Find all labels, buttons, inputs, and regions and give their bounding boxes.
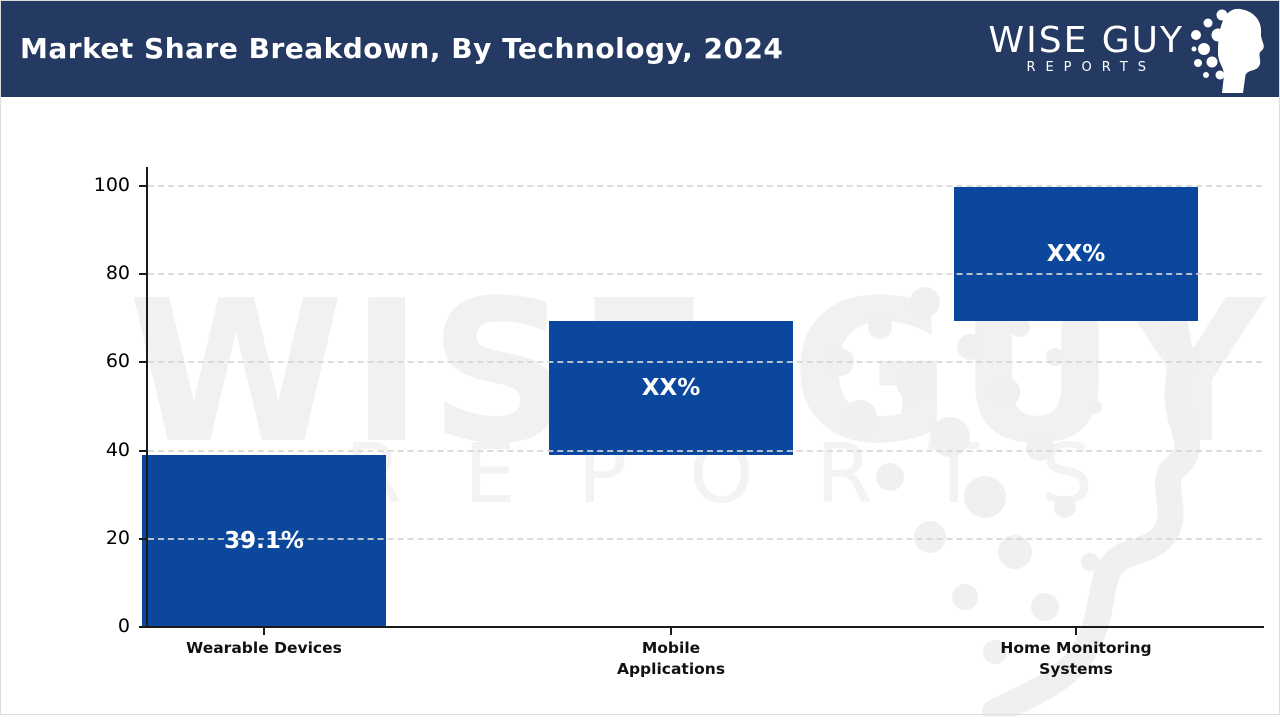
y-tick-label: 20 <box>105 526 130 549</box>
gridline <box>148 361 1262 364</box>
y-tick-mark <box>139 185 147 187</box>
y-tick-mark <box>139 449 147 452</box>
x-category-label-line: Wearable Devices <box>186 639 342 657</box>
page-title: Market Share Breakdown, By Technology, 2… <box>20 32 784 65</box>
y-tick-mark <box>139 361 147 364</box>
chart-area: WISE GUY REPORTS 0 20 40 60 80 100 39.1% Wearab… <box>0 97 1280 720</box>
x-tick-mark <box>1075 628 1077 635</box>
x-tick-mark <box>670 628 672 635</box>
x-tick-mark <box>263 628 265 635</box>
x-category-label-line: Systems <box>1039 660 1113 678</box>
bar-segment <box>549 320 793 455</box>
y-tick-label: 80 <box>105 262 130 285</box>
y-tick-mark <box>139 537 147 540</box>
x-category-label: Wearable Devices <box>186 638 342 659</box>
x-category-label: Mobile Applications <box>617 638 725 680</box>
bar-value-label: XX% <box>1046 240 1106 267</box>
x-axis-line <box>146 626 1264 628</box>
y-axis-line <box>146 167 148 628</box>
logo-face-icon <box>1191 8 1264 93</box>
x-category-label-line: Home Monitoring <box>1000 639 1152 657</box>
y-tick-label: 60 <box>105 350 130 373</box>
gridline <box>148 185 1262 187</box>
logo-text: WISE GUY REPORTS <box>988 19 1185 76</box>
y-tick-mark <box>139 273 147 276</box>
bar-value-label: XX% <box>641 374 701 401</box>
bar-segment <box>954 186 1198 321</box>
wise-guy-logo: WISE GUY REPORTS <box>989 5 1280 93</box>
gridline <box>148 537 1262 540</box>
y-tick-label: 40 <box>105 438 130 461</box>
x-category-label-line: Applications <box>616 660 726 678</box>
bar-segment <box>142 454 386 627</box>
header-bar: Market Share Breakdown, By Technology, 2… <box>0 0 1280 97</box>
x-category-label: Home Monitoring Systems <box>1000 638 1151 680</box>
y-tick-label: 100 <box>93 174 130 196</box>
x-category-label-line: Mobile <box>641 639 701 657</box>
gridline <box>148 449 1262 452</box>
y-tick-label: 0 <box>117 615 130 637</box>
bar-value-label: 39.1% <box>224 527 304 554</box>
gridline <box>148 273 1262 276</box>
y-tick-mark <box>139 626 147 628</box>
logo-subtitle: REPORTS <box>1026 59 1157 75</box>
logo-wordmark: WISE GUY <box>988 19 1184 61</box>
